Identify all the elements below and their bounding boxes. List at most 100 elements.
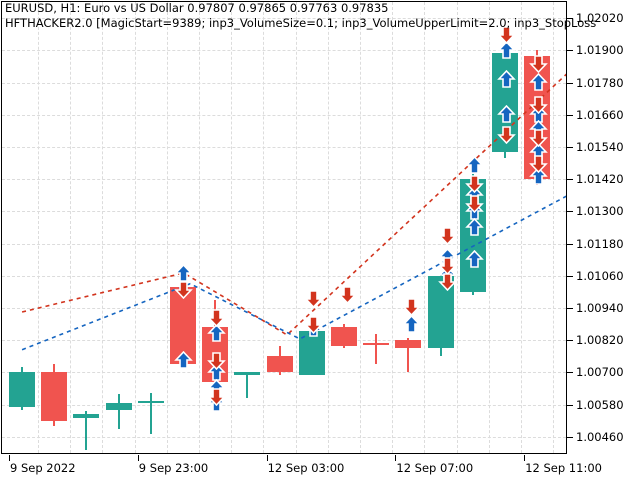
grid-line-vertical xyxy=(102,2,104,453)
candle-wick xyxy=(375,333,378,365)
grid-line-vertical xyxy=(424,2,426,453)
candlestick xyxy=(170,2,196,453)
candlestick xyxy=(331,2,357,453)
candle-body xyxy=(137,400,164,403)
price-axis-tick xyxy=(567,308,573,310)
buy-arrow-up-icon xyxy=(465,156,484,175)
candle-body xyxy=(105,403,132,411)
price-axis-tick xyxy=(567,82,573,84)
price-axis-tick xyxy=(567,18,573,20)
sell-arrow-down-icon xyxy=(497,25,516,44)
price-axis-label: 1.00820 xyxy=(576,333,624,348)
sell-arrow-down-icon xyxy=(174,280,193,299)
buy-arrow-up-icon xyxy=(497,40,516,60)
candle-wick xyxy=(246,372,249,398)
grid-line-horizontal xyxy=(2,404,566,406)
candle-body xyxy=(9,372,35,408)
price-axis-label: 1.01300 xyxy=(576,204,624,219)
sell-arrow-down-icon xyxy=(465,194,484,213)
grid-line-vertical xyxy=(553,2,555,453)
time-axis[interactable]: 9 Sep 2022 9 Sep 23:00 12 Sep 03:00 12 Sep … xyxy=(1,455,602,480)
sell-arrow-down-icon xyxy=(437,256,457,276)
candle-wick xyxy=(407,337,410,373)
price-axis-tick xyxy=(567,146,573,148)
time-axis-label: 9 Sep 2022 xyxy=(10,461,76,475)
grid-line-vertical xyxy=(295,2,297,453)
price-axis[interactable]: 1.02020 1.01900 1.01780 1.01660 1.01540 1.014… xyxy=(567,1,640,454)
sell-arrow-down-icon xyxy=(337,285,357,305)
grid-line-horizontal xyxy=(2,372,566,374)
buy-arrow-up-icon xyxy=(465,250,484,269)
grid-line-horizontal xyxy=(2,50,566,52)
time-axis-tick xyxy=(137,455,139,461)
grid-line-horizontal xyxy=(2,436,566,438)
grid-line-vertical xyxy=(38,2,39,453)
candle-body xyxy=(363,342,390,345)
chart-plot-area[interactable] xyxy=(1,1,567,454)
price-axis-label: 1.01900 xyxy=(576,43,624,58)
candle-body xyxy=(331,326,357,346)
price-axis-tick xyxy=(567,50,573,52)
grid-line-vertical xyxy=(231,2,233,453)
price-axis-label: 1.02020 xyxy=(576,11,624,26)
sell-arrow-down-icon xyxy=(207,351,227,370)
price-axis-label: 1.01420 xyxy=(576,172,624,187)
grid-line-vertical xyxy=(521,2,522,453)
price-axis-label: 1.01060 xyxy=(576,268,624,283)
sell-arrow-down-icon xyxy=(529,54,549,74)
buy-arrow-up-icon xyxy=(465,218,484,237)
time-axis-label: 9 Sep 23:00 xyxy=(138,461,209,475)
time-axis-label: 12 Sep 03:00 xyxy=(267,461,345,475)
time-axis-label: 12 Sep 11:00 xyxy=(525,461,602,475)
candlestick xyxy=(234,2,261,453)
price-axis-tick xyxy=(567,179,573,181)
buy-arrow-up-icon xyxy=(497,105,516,124)
price-axis-tick xyxy=(567,211,573,213)
grid-line-vertical xyxy=(360,2,361,453)
candlestick xyxy=(41,2,68,453)
sell-arrow-down-icon xyxy=(304,289,323,309)
candlestick xyxy=(73,2,100,453)
candle-wick xyxy=(85,411,88,451)
sell-arrow-down-icon xyxy=(529,154,549,173)
buy-arrow-up-icon xyxy=(174,350,193,370)
price-axis-tick xyxy=(567,114,573,116)
candlestick xyxy=(363,2,390,453)
grid-line-vertical xyxy=(70,2,72,453)
candlestick xyxy=(9,2,35,453)
candlestick xyxy=(298,2,325,453)
buy-arrow-up-icon xyxy=(529,73,549,92)
candle-body xyxy=(234,372,261,376)
candlestick xyxy=(137,2,164,453)
sell-arrow-down-icon xyxy=(437,272,457,291)
candlestick xyxy=(395,2,422,453)
candle-body xyxy=(41,372,68,421)
price-axis-tick xyxy=(567,436,573,438)
buy-arrow-up-icon xyxy=(402,314,421,334)
grid-line-vertical xyxy=(199,2,200,453)
price-axis-label: 1.01540 xyxy=(576,139,624,154)
grid-line-vertical xyxy=(392,2,394,453)
time-axis-tick xyxy=(395,455,397,461)
sell-arrow-down-icon xyxy=(497,125,516,145)
sell-arrow-down-icon xyxy=(529,128,549,148)
grid-line-vertical xyxy=(134,2,136,453)
sell-arrow-down-icon xyxy=(465,174,484,193)
candle-body xyxy=(73,414,100,419)
price-axis-label: 1.00580 xyxy=(576,397,624,412)
grid-line-vertical xyxy=(263,2,265,453)
time-axis-tick xyxy=(9,455,10,461)
price-axis-label: 1.01660 xyxy=(576,107,624,122)
price-axis-tick xyxy=(567,275,573,277)
price-axis-tick xyxy=(567,340,573,342)
price-axis-label: 1.00700 xyxy=(576,365,624,380)
candle-wick xyxy=(149,392,152,435)
candle-wick xyxy=(117,393,120,429)
candle-body xyxy=(395,340,422,349)
grid-line-vertical xyxy=(166,2,168,453)
chart-plot-inner xyxy=(2,2,566,453)
sell-arrow-down-icon xyxy=(529,95,549,114)
price-axis-label: 1.00940 xyxy=(576,301,624,316)
grid-line-vertical xyxy=(327,2,329,453)
candle-body xyxy=(266,356,293,373)
